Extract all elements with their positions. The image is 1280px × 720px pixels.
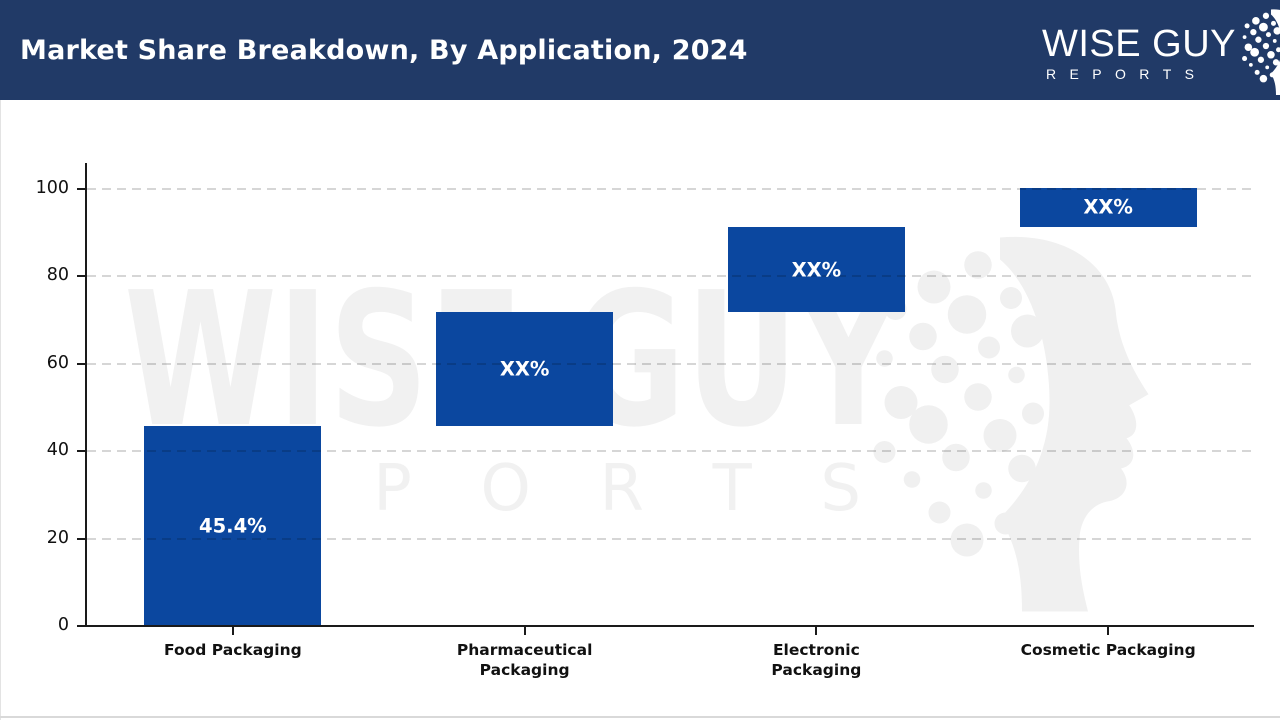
x-category-label-line: Food Packaging <box>164 641 302 659</box>
bar-value-label: XX% <box>1083 195 1133 219</box>
x-category-label: Cosmetic Packaging <box>1021 640 1196 660</box>
bar-segment <box>436 312 614 427</box>
letter: S <box>820 452 861 526</box>
x-tick-mark <box>815 627 818 635</box>
letter: O <box>1114 65 1126 82</box>
y-tick-label: 20 <box>46 527 69 548</box>
bar-segment <box>1019 187 1197 227</box>
y-tick-mark <box>77 450 85 452</box>
gridline <box>87 450 1254 452</box>
gridline <box>87 537 1254 540</box>
x-category-label-line: Cosmetic Packaging <box>1020 641 1196 659</box>
x-category-label-line: Packaging <box>479 661 570 680</box>
x-category-label-line: Electronic <box>772 641 860 659</box>
y-tick-mark <box>77 625 85 627</box>
wiseguy-head-icon <box>1242 9 1280 95</box>
bar-segment <box>727 226 905 313</box>
x-category-label-line: Packaging <box>771 661 862 680</box>
page-title: Market Share Breakdown, By Application, … <box>20 34 748 66</box>
letter: O <box>480 452 531 526</box>
y-tick-mark <box>77 537 85 540</box>
x-axis-spine <box>85 625 1254 627</box>
bar-segment <box>144 426 322 625</box>
y-tick-mark <box>77 275 85 277</box>
y-tick-mark <box>77 187 85 190</box>
letter: T <box>1162 65 1172 82</box>
gridline <box>87 275 1254 277</box>
y-axis-spine <box>85 163 87 627</box>
watermark-head-icon <box>873 236 1149 612</box>
letter: T <box>712 452 752 526</box>
x-category-label-line: Pharmaceutical <box>456 641 593 659</box>
letter: R <box>599 452 644 526</box>
x-category-label: Food Packaging <box>164 640 302 660</box>
bar-value-label: XX% <box>791 258 842 282</box>
y-tick-mark <box>77 362 85 365</box>
y-tick-label: 100 <box>35 177 69 198</box>
bar-value-label: 45.4% <box>199 514 267 538</box>
letter: P <box>373 452 412 526</box>
bottom-divider <box>0 716 1280 718</box>
letter: R <box>1046 65 1057 82</box>
x-category-label: Electronic Packaging <box>771 640 861 681</box>
letter: E <box>1069 65 1079 82</box>
gridline <box>87 362 1254 365</box>
x-tick-mark <box>523 627 526 635</box>
header-bar: Market Share Breakdown, By Application, … <box>0 0 1280 100</box>
y-tick-label: 0 <box>57 615 69 635</box>
bar-value-label: XX% <box>499 357 550 381</box>
letter: R <box>1139 65 1150 82</box>
letter: P <box>1092 65 1102 82</box>
x-tick-mark <box>1107 627 1110 635</box>
y-tick-label: 80 <box>46 265 69 285</box>
y-tick-label: 60 <box>46 352 69 373</box>
letter: S <box>1184 65 1194 82</box>
y-tick-label: 40 <box>46 440 69 460</box>
x-tick-mark <box>231 627 234 635</box>
gridline <box>87 187 1254 190</box>
x-category-label: Pharmaceutical Packaging <box>457 640 593 681</box>
logo-wordmark: WISE GUY <box>1042 22 1237 65</box>
